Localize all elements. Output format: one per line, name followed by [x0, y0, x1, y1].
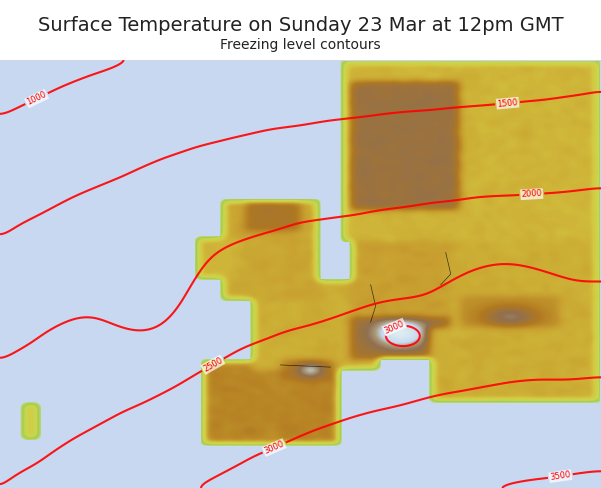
Text: 2000: 2000: [521, 189, 543, 199]
Text: 1500: 1500: [497, 98, 519, 109]
Text: 1000: 1000: [25, 90, 48, 107]
Text: 3500: 3500: [549, 470, 572, 482]
Text: 3000: 3000: [263, 439, 285, 456]
Text: 3000: 3000: [383, 319, 406, 335]
Text: Surface Temperature on Sunday 23 Mar at 12pm GMT: Surface Temperature on Sunday 23 Mar at …: [38, 16, 563, 35]
Text: Freezing level contours: Freezing level contours: [220, 38, 381, 52]
Text: 2500: 2500: [201, 356, 224, 374]
